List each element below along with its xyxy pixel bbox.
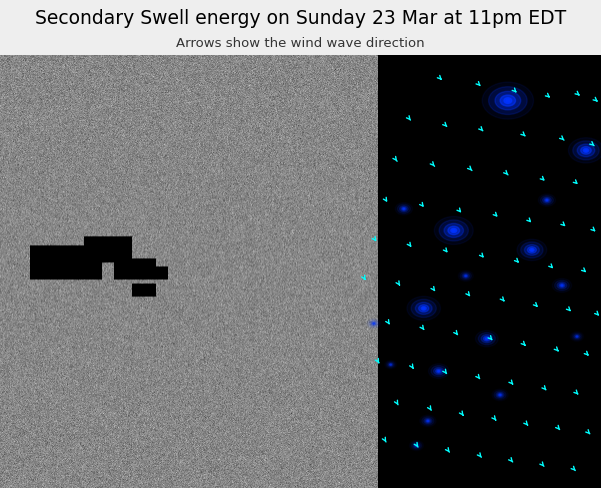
- Circle shape: [546, 199, 548, 201]
- Circle shape: [421, 306, 426, 310]
- Circle shape: [414, 444, 419, 447]
- Circle shape: [581, 146, 591, 154]
- Circle shape: [436, 369, 442, 373]
- Circle shape: [546, 200, 548, 201]
- Circle shape: [460, 272, 471, 280]
- Circle shape: [444, 224, 463, 238]
- Circle shape: [415, 445, 418, 447]
- Circle shape: [584, 148, 588, 152]
- Circle shape: [481, 335, 492, 343]
- Circle shape: [485, 337, 489, 340]
- Circle shape: [426, 419, 430, 423]
- Circle shape: [407, 296, 441, 321]
- Circle shape: [389, 364, 392, 366]
- Circle shape: [504, 98, 511, 103]
- Circle shape: [411, 299, 436, 317]
- Circle shape: [494, 390, 506, 399]
- Circle shape: [419, 305, 429, 312]
- Circle shape: [575, 335, 579, 338]
- Circle shape: [483, 336, 490, 341]
- Circle shape: [517, 239, 547, 261]
- Circle shape: [561, 285, 563, 286]
- Circle shape: [372, 322, 376, 325]
- Circle shape: [413, 443, 420, 448]
- Circle shape: [520, 242, 543, 258]
- Circle shape: [427, 420, 429, 422]
- Circle shape: [489, 87, 527, 115]
- Circle shape: [397, 204, 410, 213]
- Text: Secondary Swell energy on Sunday 23 Mar at 11pm EDT: Secondary Swell energy on Sunday 23 Mar …: [35, 9, 566, 28]
- Circle shape: [482, 82, 534, 119]
- Circle shape: [543, 197, 551, 203]
- Circle shape: [437, 370, 441, 372]
- Circle shape: [439, 220, 468, 241]
- Circle shape: [411, 442, 422, 449]
- Circle shape: [557, 282, 567, 289]
- Circle shape: [531, 249, 533, 251]
- Circle shape: [498, 393, 502, 397]
- Circle shape: [401, 207, 406, 211]
- Circle shape: [373, 323, 375, 324]
- Circle shape: [400, 205, 408, 212]
- Circle shape: [386, 362, 395, 368]
- Circle shape: [585, 149, 587, 151]
- Circle shape: [463, 274, 468, 278]
- Circle shape: [429, 364, 449, 379]
- Circle shape: [576, 336, 578, 337]
- Circle shape: [453, 229, 455, 231]
- Circle shape: [525, 244, 539, 255]
- Circle shape: [486, 338, 487, 339]
- Circle shape: [465, 275, 467, 277]
- Circle shape: [422, 417, 434, 425]
- Circle shape: [496, 392, 504, 398]
- Circle shape: [433, 367, 444, 375]
- Circle shape: [561, 285, 563, 286]
- Circle shape: [577, 144, 595, 157]
- Circle shape: [573, 141, 599, 160]
- Circle shape: [369, 320, 379, 327]
- Circle shape: [390, 364, 391, 366]
- Circle shape: [500, 95, 516, 106]
- Circle shape: [559, 284, 565, 287]
- Circle shape: [545, 198, 549, 202]
- Circle shape: [475, 330, 498, 347]
- Circle shape: [388, 363, 394, 367]
- Circle shape: [416, 445, 417, 446]
- Circle shape: [540, 196, 554, 205]
- Text: Arrows show the wind wave direction: Arrows show the wind wave direction: [176, 37, 425, 49]
- Circle shape: [403, 208, 405, 210]
- Circle shape: [478, 332, 495, 345]
- Circle shape: [529, 248, 534, 251]
- Circle shape: [431, 366, 447, 377]
- Circle shape: [415, 303, 432, 314]
- Circle shape: [451, 228, 457, 233]
- Circle shape: [462, 273, 469, 279]
- Circle shape: [435, 216, 473, 244]
- Circle shape: [555, 280, 569, 291]
- Circle shape: [569, 138, 601, 163]
- Circle shape: [576, 336, 578, 337]
- Circle shape: [373, 323, 374, 324]
- Circle shape: [506, 99, 510, 102]
- Circle shape: [572, 333, 582, 340]
- Circle shape: [495, 91, 520, 110]
- Circle shape: [499, 394, 501, 395]
- Circle shape: [423, 307, 425, 309]
- Circle shape: [370, 321, 377, 326]
- Circle shape: [448, 226, 460, 235]
- Circle shape: [424, 418, 432, 424]
- Circle shape: [438, 370, 439, 372]
- Circle shape: [499, 394, 501, 396]
- Circle shape: [573, 334, 581, 339]
- Circle shape: [528, 247, 536, 253]
- Circle shape: [403, 208, 404, 209]
